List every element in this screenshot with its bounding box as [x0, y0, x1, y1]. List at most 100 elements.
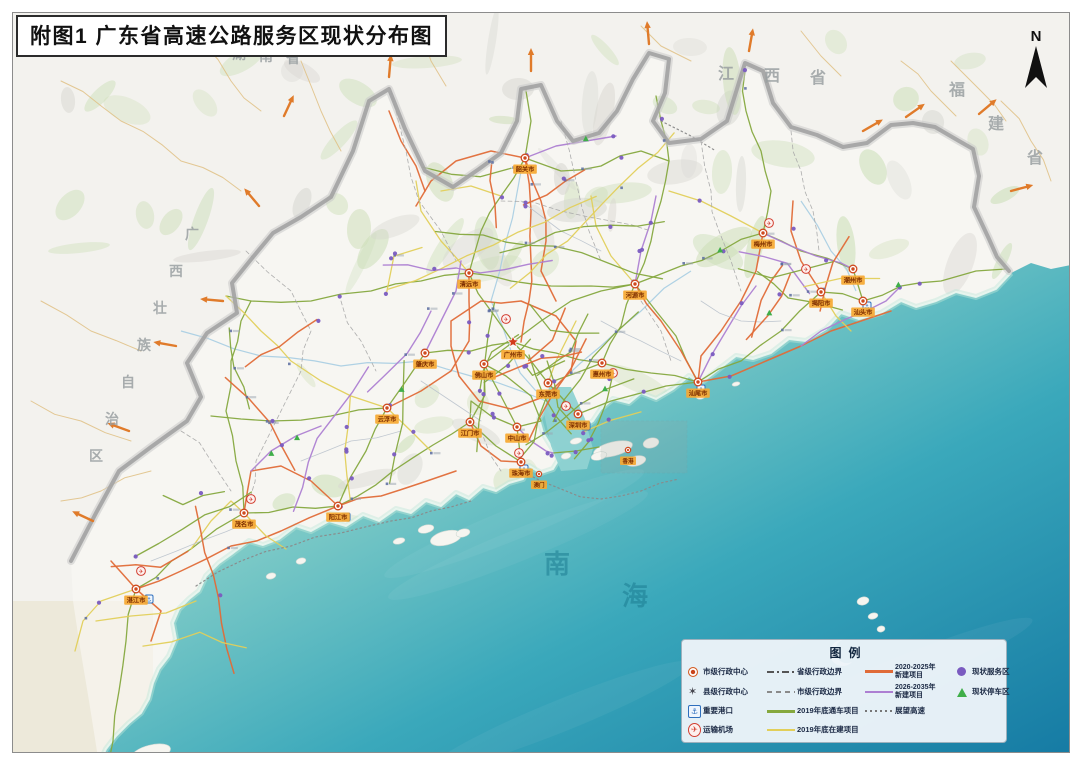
city-label-text: 汕尾市 [689, 390, 708, 398]
city-label [375, 414, 399, 424]
neighbor-province-label: 西 [169, 263, 183, 279]
city-boundary-line-icon [767, 691, 795, 694]
city-label-text: 佛山市 [474, 372, 494, 380]
city-label-text: 揭阳市 [812, 300, 831, 308]
city-label [686, 388, 710, 398]
city-label [531, 480, 547, 489]
city-label-text: 中山市 [508, 435, 527, 443]
legend: 图例 市级行政中心 省级行政边界 2020-2025年 新建项目 现状服务区 ✶… [681, 639, 1010, 743]
plane-icon [246, 494, 256, 504]
prospect-line-icon [865, 710, 893, 713]
neighbor-province-label: 建 [988, 115, 1004, 133]
north-arrow-icon [1025, 46, 1047, 88]
neighbor-province-label: 广 [185, 226, 199, 242]
city-label-text: 潮州市 [844, 277, 863, 285]
neighbor-province-label: 省 [1026, 148, 1043, 167]
islands [131, 381, 886, 752]
city-label-text: 澳门 [533, 481, 545, 489]
plane-icon [764, 218, 774, 228]
parking-area-triangles [268, 135, 902, 456]
legend-label: 2019年底通车项目 [797, 706, 859, 716]
new-2020-2025-line-icon [865, 670, 893, 673]
svg-text:⚓: ⚓ [146, 596, 151, 603]
city-label [326, 512, 350, 522]
neighbor-province-label: 福 [948, 80, 965, 99]
city-label-text: 广州市 [504, 351, 523, 359]
city-label [851, 307, 875, 317]
city-label [841, 275, 865, 285]
opened-2019-line-icon [767, 710, 795, 713]
city-label [809, 298, 833, 308]
city-label-text: 云浮市 [378, 416, 397, 424]
legend-label: 展望高速 [895, 706, 925, 716]
guangdong-map: ⚓⚓⚓⚓⚓⚓✈✈✈✈✈✈✈✈广州市佛山市韶关市清远市肇庆市云浮市河源市梅州市潮州… [13, 13, 1069, 752]
city-label [513, 164, 537, 174]
svg-text:⚓: ⚓ [864, 303, 869, 310]
city-label-text: 阳江市 [329, 514, 348, 522]
city-label [413, 359, 437, 369]
svg-text:✈: ✈ [563, 403, 568, 410]
legend-label: 2019年底在建项目 [797, 724, 859, 734]
city-label-text: 珠海市 [512, 470, 531, 478]
city-label-text: 香港 [622, 457, 634, 465]
neighbor-province-label: 治 [105, 411, 119, 427]
city-label [501, 350, 525, 360]
anchor-icon: ⚓ [688, 704, 701, 718]
city-label [751, 239, 775, 249]
north-label: N [1030, 28, 1042, 45]
service-area-dot-icon [957, 667, 966, 677]
city-label-text: 江门市 [461, 430, 480, 438]
city-label-text: 汕头市 [854, 309, 873, 317]
city-label [566, 420, 590, 430]
legend-title: 图例 [829, 646, 868, 660]
county-center-icon: ✶ [688, 686, 698, 699]
legend-label: 省级行政边界 [797, 666, 842, 676]
legend-label: 运输机场 [703, 724, 733, 734]
city-marker [506, 334, 520, 348]
city-label-text: 清远市 [460, 281, 479, 289]
plane-icon [514, 448, 524, 458]
plane-icon [561, 401, 571, 411]
city-label [536, 389, 560, 399]
city-label [505, 433, 529, 443]
neighbor-province-label: 族 [137, 337, 152, 353]
neighbor-province-label: 自 [121, 374, 135, 390]
plane-icon: ✈ [688, 722, 701, 737]
svg-text:✈: ✈ [138, 568, 143, 575]
svg-text:✈: ✈ [248, 496, 253, 503]
plane-icon [801, 264, 811, 274]
city-label [590, 369, 614, 379]
plane-icon [136, 566, 146, 576]
map-title: 附图1 广东省高速公路服务区现状分布图 [16, 15, 448, 57]
legend-label: 2020-2025年 新建项目 [895, 664, 936, 679]
province-boundary-line-icon [767, 670, 795, 673]
neighbor-province-label: 西 [764, 67, 780, 85]
city-label-text: 东莞市 [539, 391, 558, 399]
city-label-text: 肇庆市 [415, 361, 435, 369]
neighbor-province-label: 省 [809, 68, 826, 87]
sea-label: 南 [544, 549, 570, 579]
city-label [232, 519, 256, 529]
city-label-text: 梅州市 [754, 241, 773, 249]
legend-label: 县级行政中心 [703, 686, 748, 696]
svg-text:✈: ✈ [503, 316, 508, 323]
city-label-text: 湛江市 [127, 597, 146, 605]
svg-text:✈: ✈ [516, 450, 521, 457]
legend-grid: 市级行政中心 省级行政边界 2020-2025年 新建项目 现状服务区 ✶ 县级… [688, 664, 1010, 737]
city-label-text: 茂名市 [235, 521, 254, 529]
sea-label: 海 [622, 581, 648, 611]
city-label [457, 279, 481, 289]
legend-label: 2026-2035年 新建项目 [895, 684, 936, 700]
parking-area-triangle-icon [957, 687, 967, 697]
legend-label: 市级行政中心 [703, 666, 748, 676]
new-2026-2035-line-icon [865, 690, 893, 694]
map-viewport: ⚓⚓⚓⚓⚓⚓✈✈✈✈✈✈✈✈广州市佛山市韶关市清远市肇庆市云浮市河源市梅州市潮州… [12, 12, 1070, 753]
svg-text:✈: ✈ [803, 266, 808, 273]
city-label [620, 456, 636, 465]
city-label [509, 468, 533, 478]
city-label [124, 595, 148, 605]
city-label [623, 290, 647, 300]
plane-icon [501, 314, 511, 324]
